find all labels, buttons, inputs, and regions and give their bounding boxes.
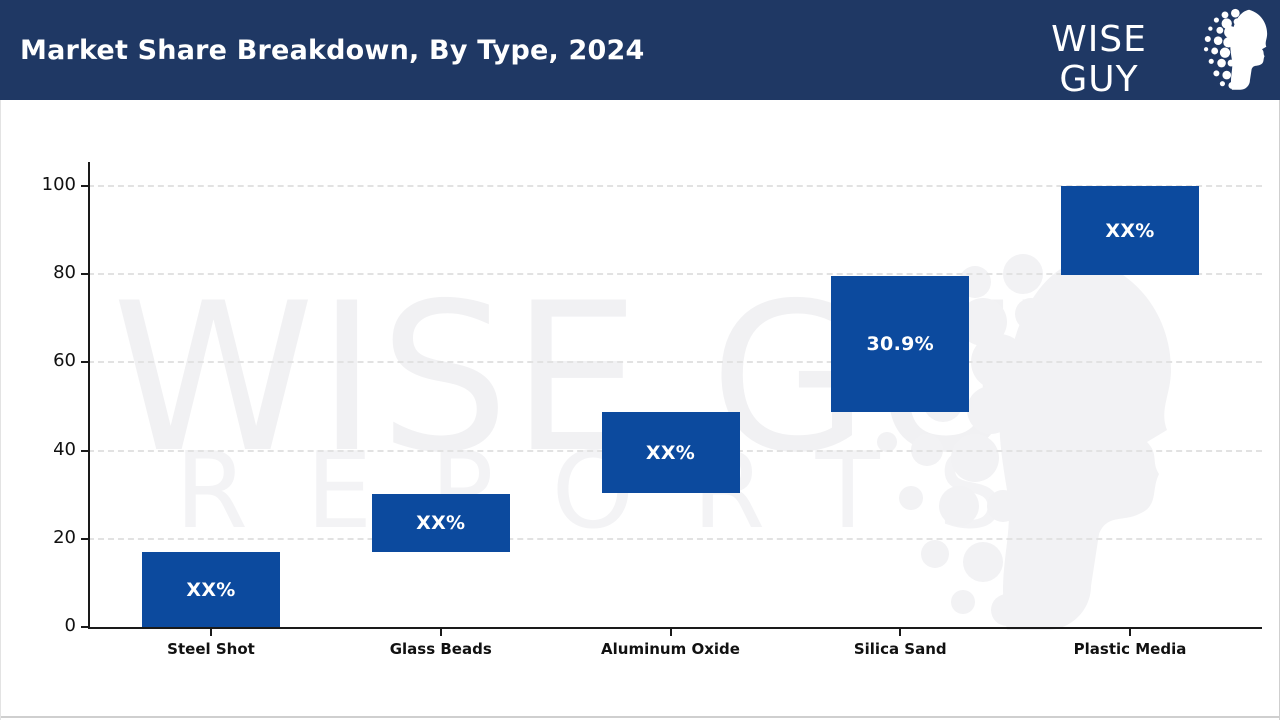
x-axis-category-label: Glass Beads	[389, 640, 492, 658]
y-axis-tick-label: 40	[53, 438, 76, 460]
bar-value-label: XX%	[186, 578, 236, 601]
y-axis-tick-label: 0	[64, 615, 76, 636]
bar-value-label: XX%	[1105, 219, 1155, 242]
header-bar: Market Share Breakdown, By Type, 2024 WI…	[0, 0, 1280, 116]
wise-guy-logo: WISE GUY REPORTS	[1010, 6, 1268, 116]
bar-aluminum-oxide: XX%	[601, 412, 740, 494]
y-axis-tick	[81, 537, 88, 540]
bar-plastic-media: XX%	[1061, 186, 1199, 276]
y-axis-tick	[81, 361, 88, 364]
y-axis-line	[88, 162, 90, 629]
dotted-head-icon	[1203, 8, 1268, 90]
bar-value-label: XX%	[416, 511, 466, 534]
x-axis-line	[88, 627, 1262, 629]
bar-silica-sand: 30.9%	[831, 275, 970, 413]
y-axis-tick-label: 20	[53, 526, 76, 548]
y-axis-tick-label: 80	[53, 262, 76, 284]
gridline-80	[88, 273, 1262, 276]
logo-wordmark: WISE GUY	[1051, 19, 1147, 100]
x-axis-category-label: Silica Sand	[853, 640, 947, 658]
bar-value-label: XX%	[645, 441, 696, 464]
bottom-border-line	[0, 716, 1280, 718]
y-axis-tick-label: 60	[53, 350, 76, 372]
gridline-20	[88, 537, 1262, 540]
left-border-line	[0, 100, 1, 720]
bar-steel-shot: XX%	[142, 552, 280, 627]
x-axis-tick	[669, 629, 672, 636]
y-axis-tick	[81, 273, 88, 276]
bar-glass-beads: XX%	[371, 493, 510, 553]
gridline-60	[88, 361, 1262, 364]
bar-value-label: 30.9%	[866, 333, 934, 356]
gridline-100	[88, 185, 1262, 187]
x-axis-tick	[1129, 629, 1131, 636]
y-axis-tick	[81, 449, 88, 452]
x-axis-category-label: Plastic Media	[1073, 640, 1187, 658]
y-axis-tick	[81, 185, 88, 187]
y-axis-tick	[81, 626, 88, 628]
x-axis-tick	[210, 629, 212, 636]
chart-title: Market Share Breakdown, By Type, 2024	[20, 34, 645, 66]
x-axis-category-label: Aluminum Oxide	[601, 640, 740, 658]
x-axis-tick	[899, 629, 902, 636]
x-axis-category-label: Steel Shot	[167, 640, 255, 658]
x-axis-tick	[439, 629, 442, 636]
y-axis-tick-label: 100	[41, 174, 76, 195]
